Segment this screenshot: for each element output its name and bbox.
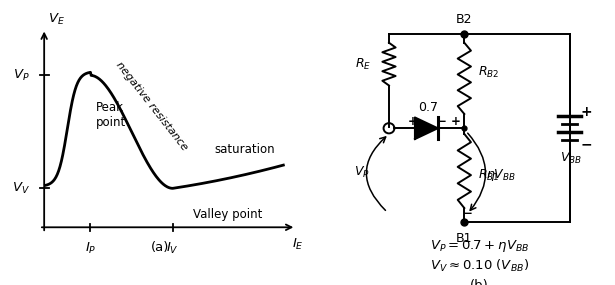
Text: $I_V$: $I_V$ bbox=[167, 241, 179, 256]
Text: +: + bbox=[450, 115, 460, 129]
Text: $V_{BB}$: $V_{BB}$ bbox=[560, 150, 582, 166]
Text: Valley point: Valley point bbox=[193, 208, 263, 221]
Text: $V_P$: $V_P$ bbox=[354, 165, 370, 180]
Text: −: − bbox=[437, 115, 446, 129]
Text: B1: B1 bbox=[456, 232, 472, 245]
Text: $\eta V_{BB}$: $\eta V_{BB}$ bbox=[485, 167, 515, 183]
Text: saturation: saturation bbox=[215, 143, 275, 156]
Text: 0.7: 0.7 bbox=[418, 101, 438, 114]
Text: $R_{B1}$: $R_{B1}$ bbox=[478, 168, 499, 183]
Text: $V_E$: $V_E$ bbox=[48, 12, 65, 27]
Text: $V_P$: $V_P$ bbox=[14, 68, 30, 83]
Polygon shape bbox=[415, 117, 438, 139]
Text: $V_V$: $V_V$ bbox=[12, 181, 30, 196]
Text: Peak
point: Peak point bbox=[95, 101, 126, 129]
Text: −: − bbox=[581, 137, 592, 151]
Text: $I_P$: $I_P$ bbox=[85, 241, 96, 256]
Text: −: − bbox=[462, 207, 472, 220]
Text: (b): (b) bbox=[470, 279, 489, 285]
Text: B2: B2 bbox=[456, 13, 472, 26]
Text: +: + bbox=[581, 105, 592, 119]
Text: $R_E$: $R_E$ bbox=[355, 57, 371, 72]
Text: negative resistance: negative resistance bbox=[114, 60, 190, 153]
Text: +: + bbox=[408, 115, 418, 129]
Text: $V_V \approx 0.10\ (V_{BB})$: $V_V \approx 0.10\ (V_{BB})$ bbox=[430, 258, 529, 274]
Text: $I_E$: $I_E$ bbox=[292, 237, 303, 252]
Text: (a): (a) bbox=[151, 241, 169, 254]
Text: $V_P = 0.7 + \eta V_{BB}$: $V_P = 0.7 + \eta V_{BB}$ bbox=[430, 238, 529, 254]
Text: $R_{B2}$: $R_{B2}$ bbox=[478, 65, 499, 80]
